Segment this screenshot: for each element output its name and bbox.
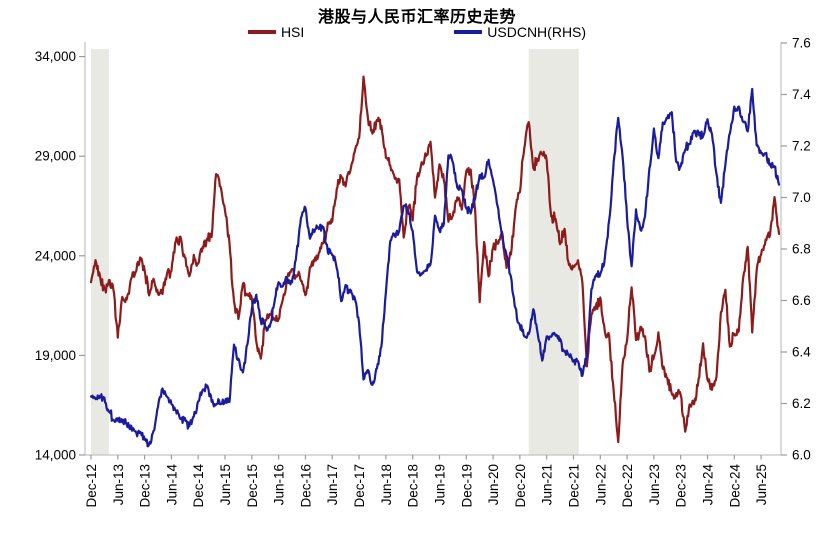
x-axis-tick-label: Jun-21 xyxy=(540,464,555,505)
x-axis-tick-label: Jun-17 xyxy=(325,464,340,505)
x-axis-tick-label: Jun-20 xyxy=(486,464,501,505)
x-axis-tick-label: Dec-19 xyxy=(459,464,474,508)
x-axis-tick-label: Dec-15 xyxy=(245,464,260,508)
right-axis-tick-label: 7.2 xyxy=(792,139,811,154)
x-axis-tick-label: Jun-14 xyxy=(164,464,179,506)
right-axis-tick-label: 6.6 xyxy=(792,293,811,308)
x-axis-tick-label: Jun-22 xyxy=(593,464,608,505)
legend: HSI USDCNH(RHS) xyxy=(0,24,834,40)
highlight-band xyxy=(528,49,579,455)
series-lines xyxy=(89,75,781,448)
x-axis-tick-label: Jun-13 xyxy=(111,464,126,505)
right-axis-tick-label: 6.0 xyxy=(792,448,811,463)
highlight-band xyxy=(91,49,109,455)
left-axis-tick-label: 24,000 xyxy=(35,248,76,263)
right-axis-tick-label: 7.0 xyxy=(792,190,811,205)
x-axis-tick-label: Dec-16 xyxy=(298,464,313,508)
right-axis-tick-label: 6.8 xyxy=(792,242,811,257)
x-axis-tick-label: Jun-23 xyxy=(647,464,662,505)
hsi-line xyxy=(89,75,781,444)
x-axis-tick-label: Jun-15 xyxy=(218,464,233,505)
left-axis-tick-label: 19,000 xyxy=(35,348,76,363)
legend-item-usdcnh: USDCNH(RHS) xyxy=(454,24,586,40)
legend-item-hsi: HSI xyxy=(247,24,305,40)
x-axis-tick-label: Jun-25 xyxy=(754,464,769,505)
x-axis-tick-label: Dec-14 xyxy=(191,464,206,508)
x-axis-tick-label: Jun-24 xyxy=(701,464,716,506)
x-axis-tick-label: Dec-20 xyxy=(513,464,528,508)
x-axis-tick-label: Dec-24 xyxy=(727,464,742,508)
x-axis-tick-label: Dec-12 xyxy=(84,464,99,508)
right-axis-tick-label: 7.4 xyxy=(792,87,811,102)
highlight-bands xyxy=(91,49,579,455)
x-axis-tick-label: Jun-16 xyxy=(272,464,287,505)
x-axis-tick-label: Jun-18 xyxy=(379,464,394,505)
left-axis-tick-label: 29,000 xyxy=(35,149,76,164)
x-axis-tick-label: Jun-19 xyxy=(432,464,447,505)
usdcnh-line xyxy=(89,87,781,448)
x-axis-tick-label: Dec-21 xyxy=(566,464,581,508)
chart-title: 港股与人民币汇率历史走势 xyxy=(317,9,516,26)
right-axis-tick-label: 6.2 xyxy=(792,396,811,411)
left-axis-tick-label: 34,000 xyxy=(35,49,76,64)
x-axis-tick-label: Dec-17 xyxy=(352,464,367,508)
left-axis-tick-label: 14,000 xyxy=(35,448,76,463)
x-axis-tick-label: Dec-18 xyxy=(406,464,421,508)
x-axis-tick-label: Dec-23 xyxy=(674,464,689,508)
x-axis-tick-label: Dec-22 xyxy=(620,464,635,508)
x-axis-tick-label: Dec-13 xyxy=(138,464,153,508)
hsi-line-swatch xyxy=(247,30,276,34)
usdcnh-line-swatch xyxy=(454,30,483,34)
legend-label-usdcnh: USDCNH(RHS) xyxy=(487,24,587,40)
right-axis-tick-label: 6.4 xyxy=(792,345,811,360)
axes: 34,000 29,000 24,000 19,000 14,000 7.6 7.4 7.2 7… xyxy=(35,36,812,508)
right-axis-tick-label: 7.6 xyxy=(792,36,811,51)
legend-label-hsi: HSI xyxy=(280,24,305,40)
